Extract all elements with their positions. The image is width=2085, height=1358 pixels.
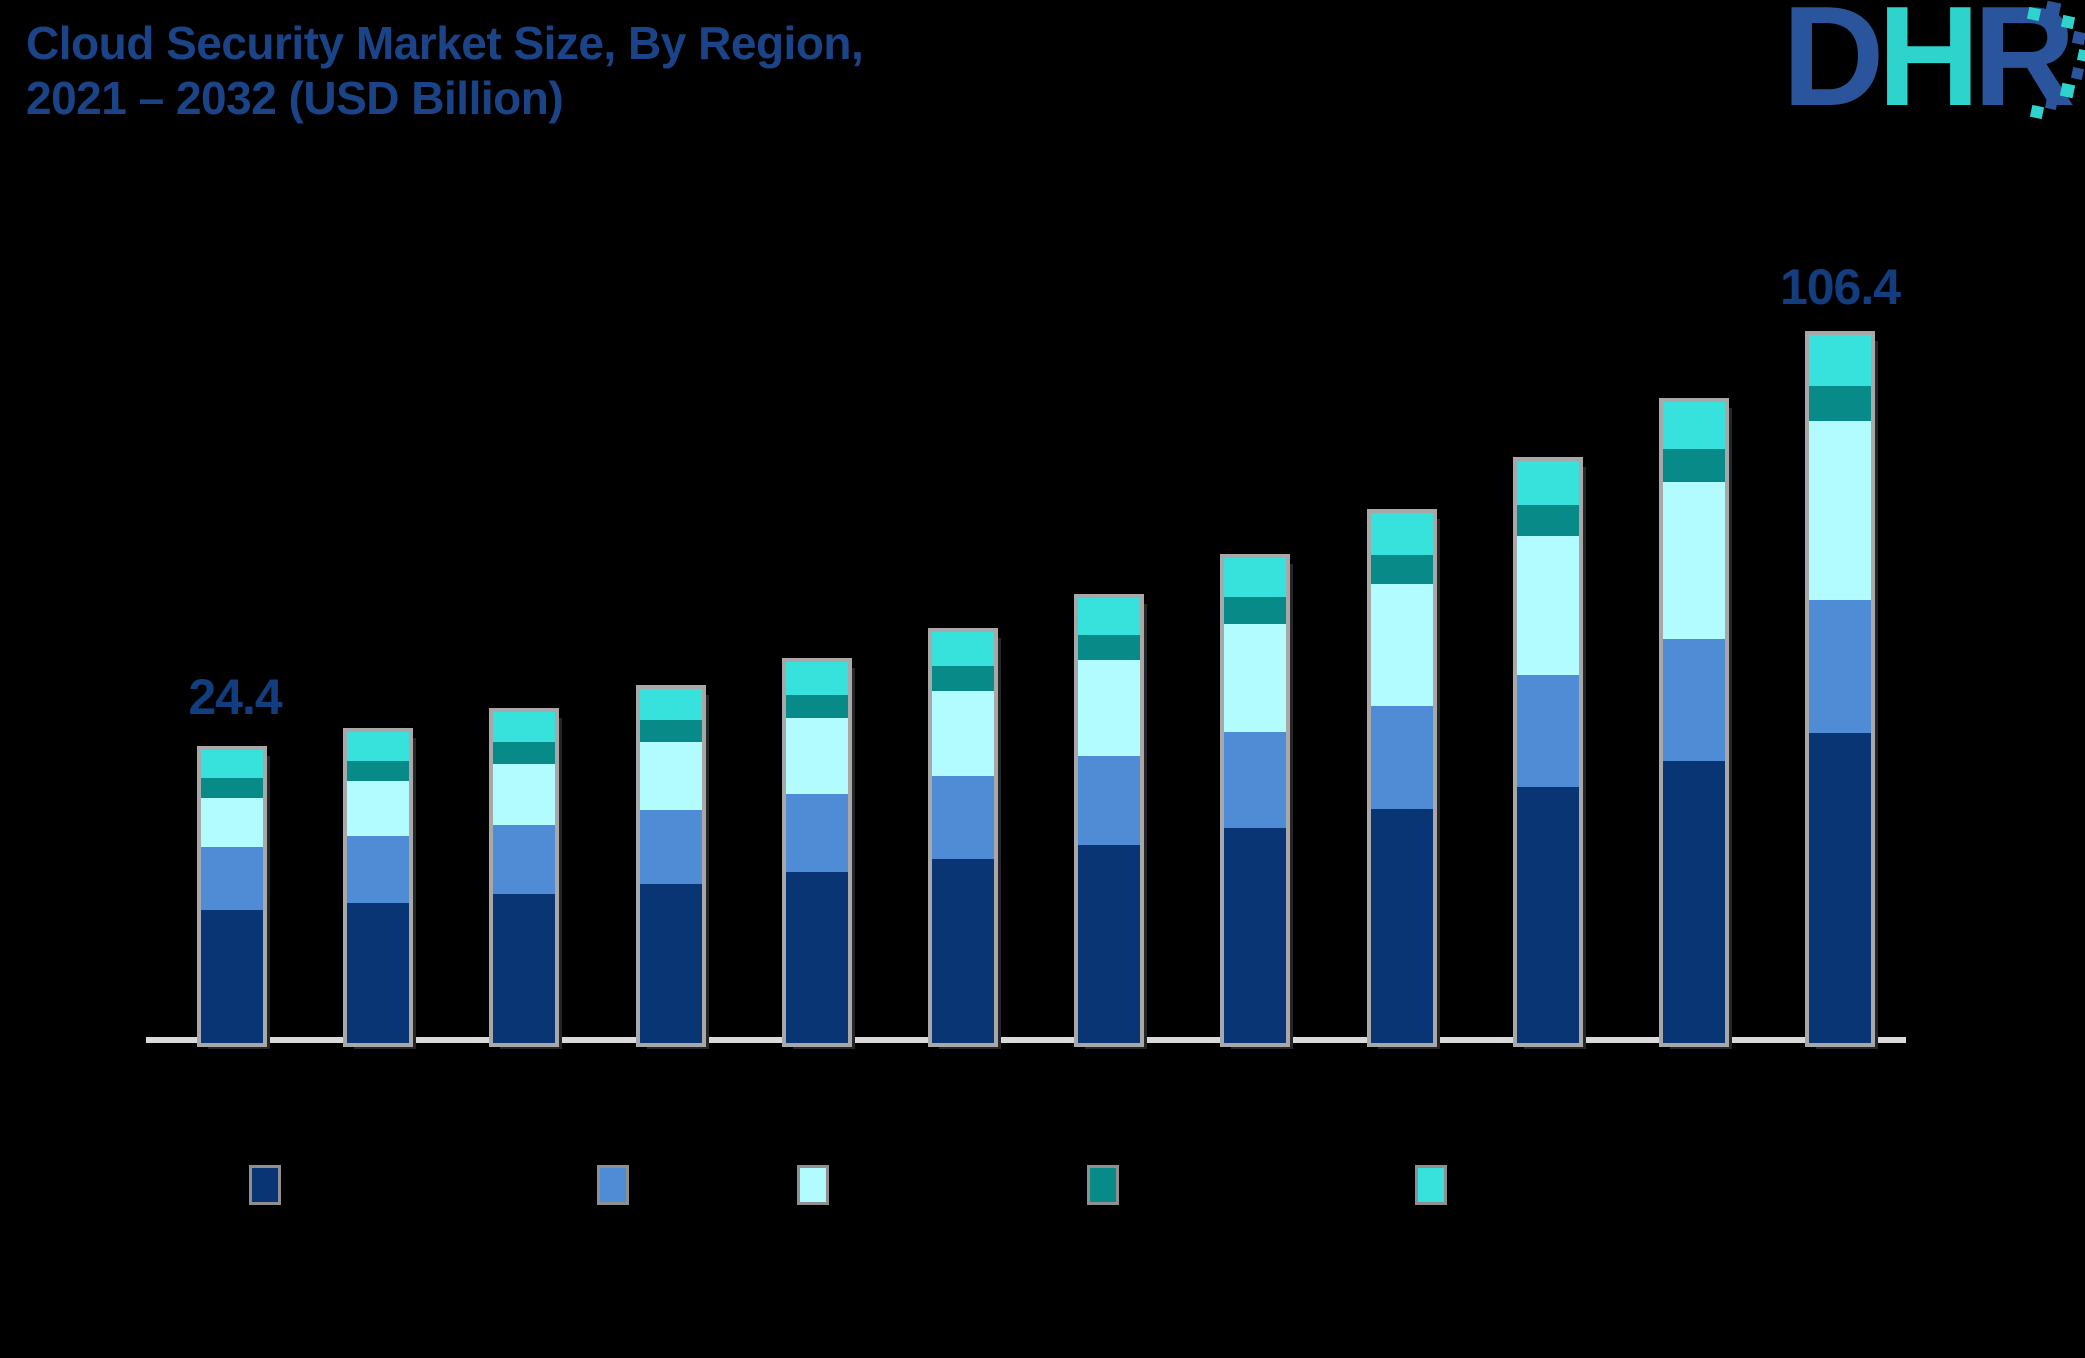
bar-2028-segment-2-medium-blue xyxy=(1224,731,1286,829)
bar-2024-segment-1-dark-navy xyxy=(640,883,702,1043)
x-axis-line xyxy=(146,1037,1906,1043)
bar-2022 xyxy=(343,728,413,1047)
bar-2023-segment-3-pale-cyan xyxy=(493,763,555,825)
bar-2032 xyxy=(1805,331,1875,1047)
bar-2023-segment-4-dark-teal xyxy=(493,742,555,764)
bar-2021-segment-3-pale-cyan xyxy=(201,797,263,847)
logo-dot-icon xyxy=(2059,82,2076,99)
legend-swatch-2 xyxy=(597,1165,629,1205)
logo-dot-icon xyxy=(2026,6,2042,22)
bar-2032-segment-4-dark-teal xyxy=(1809,386,1871,421)
bar-2028-segment-1-dark-navy xyxy=(1224,828,1286,1043)
logo-dot-icon xyxy=(2060,14,2076,30)
bar-2031-segment-4-dark-teal xyxy=(1663,449,1725,482)
logo-dot-icon xyxy=(2070,66,2085,81)
legend-swatch-5 xyxy=(1415,1165,1447,1205)
bar-2032-segment-3-pale-cyan xyxy=(1809,420,1871,600)
bar-2022-segment-1-dark-navy xyxy=(347,902,409,1043)
bar-2026-segment-5-turquoise xyxy=(932,632,994,667)
bar-2027 xyxy=(1074,594,1144,1047)
bar-2031-segment-5-turquoise xyxy=(1663,402,1725,450)
bar-2030-segment-5-turquoise xyxy=(1517,461,1579,506)
bar-2030-segment-4-dark-teal xyxy=(1517,505,1579,536)
bar-2029-segment-4-dark-teal xyxy=(1371,554,1433,584)
bar-2025-segment-4-dark-teal xyxy=(786,694,848,718)
bar-2027-segment-3-pale-cyan xyxy=(1078,660,1140,756)
bar-2021-segment-1-dark-navy xyxy=(201,910,263,1043)
bar-2029 xyxy=(1367,509,1437,1047)
bar-2029-segment-1-dark-navy xyxy=(1371,808,1433,1043)
dhr-logo: DHR xyxy=(1782,0,2076,136)
bar-2024 xyxy=(636,685,706,1047)
bar-2022-segment-2-medium-blue xyxy=(347,835,409,903)
bar-2021-segment-5-turquoise xyxy=(201,750,263,778)
legend-swatch-3 xyxy=(797,1165,829,1205)
bar-2024-segment-4-dark-teal xyxy=(640,720,702,743)
bar-2024-segment-5-turquoise xyxy=(640,689,702,721)
logo-dot-icon xyxy=(2076,48,2085,63)
bar-2025-segment-3-pale-cyan xyxy=(786,717,848,794)
bar-2028-segment-4-dark-teal xyxy=(1224,596,1286,624)
bar-2021-segment-4-dark-teal xyxy=(201,777,263,798)
bar-2027-segment-5-turquoise xyxy=(1078,598,1140,635)
logo-letter-r: R xyxy=(1973,0,2076,136)
bar-2026-segment-1-dark-navy xyxy=(932,859,994,1043)
bar-2022-segment-4-dark-teal xyxy=(347,760,409,782)
chart-title-line1: Cloud Security Market Size, By Region, xyxy=(26,17,864,69)
bar-2032-segment-1-dark-navy xyxy=(1809,732,1871,1043)
logo-dot-icon xyxy=(2029,104,2045,120)
logo-dot-icon xyxy=(2044,0,2062,18)
bar-2024-segment-2-medium-blue xyxy=(640,810,702,884)
bar-2028-segment-5-turquoise xyxy=(1224,558,1286,597)
bar-2025-segment-5-turquoise xyxy=(786,662,848,695)
bar-2026-segment-4-dark-teal xyxy=(932,666,994,691)
bar-2028-segment-3-pale-cyan xyxy=(1224,623,1286,732)
bar-2027-segment-4-dark-teal xyxy=(1078,634,1140,661)
bar-2026-segment-2-medium-blue xyxy=(932,775,994,860)
legend-swatch-1 xyxy=(249,1165,281,1205)
chart-title: Cloud Security Market Size, By Region, 2… xyxy=(26,16,864,126)
bar-2031 xyxy=(1659,398,1729,1047)
bar-2031-segment-3-pale-cyan xyxy=(1663,481,1725,640)
bar-2022-segment-3-pale-cyan xyxy=(347,781,409,836)
chart-title-line2: 2021 – 2032 (USD Billion) xyxy=(26,72,564,124)
bar-2025 xyxy=(782,658,852,1047)
bar-2029-segment-2-medium-blue xyxy=(1371,705,1433,809)
value-label-first-bar: 24.4 xyxy=(188,669,282,725)
bar-2029-segment-3-pale-cyan xyxy=(1371,583,1433,706)
bar-2022-segment-5-turquoise xyxy=(347,732,409,761)
logo-dot-icon xyxy=(2071,30,2085,46)
bar-2031-segment-2-medium-blue xyxy=(1663,639,1725,762)
bar-2030-segment-1-dark-navy xyxy=(1517,786,1579,1043)
value-label-last-bar: 106.4 xyxy=(1779,259,1901,315)
bar-2021-segment-2-medium-blue xyxy=(201,846,263,911)
bar-2025-segment-2-medium-blue xyxy=(786,793,848,873)
legend-swatch-4 xyxy=(1087,1165,1119,1205)
logo-letter-d: D xyxy=(1782,0,1885,136)
bar-2023-segment-2-medium-blue xyxy=(493,824,555,895)
bar-2027-segment-1-dark-navy xyxy=(1078,844,1140,1043)
bar-2025-segment-1-dark-navy xyxy=(786,872,848,1043)
bar-2023-segment-1-dark-navy xyxy=(493,894,555,1043)
bar-2030-segment-3-pale-cyan xyxy=(1517,535,1579,675)
bar-2030 xyxy=(1513,457,1583,1047)
bar-2021 xyxy=(197,746,267,1047)
bar-2031-segment-1-dark-navy xyxy=(1663,761,1725,1044)
bar-2032-segment-2-medium-blue xyxy=(1809,599,1871,733)
bar-2030-segment-2-medium-blue xyxy=(1517,674,1579,787)
bar-2028 xyxy=(1220,554,1290,1047)
bar-2032-segment-5-turquoise xyxy=(1809,335,1871,387)
bar-2024-segment-3-pale-cyan xyxy=(640,742,702,811)
bar-2026-segment-3-pale-cyan xyxy=(932,690,994,776)
logo-dot-icon xyxy=(2044,96,2059,111)
bar-2029-segment-5-turquoise xyxy=(1371,513,1433,555)
bar-2023-segment-5-turquoise xyxy=(493,712,555,742)
bar-2027-segment-2-medium-blue xyxy=(1078,755,1140,845)
bar-2026 xyxy=(928,628,998,1047)
logo-letter-h: H xyxy=(1877,0,1981,136)
bar-2023 xyxy=(489,708,559,1047)
